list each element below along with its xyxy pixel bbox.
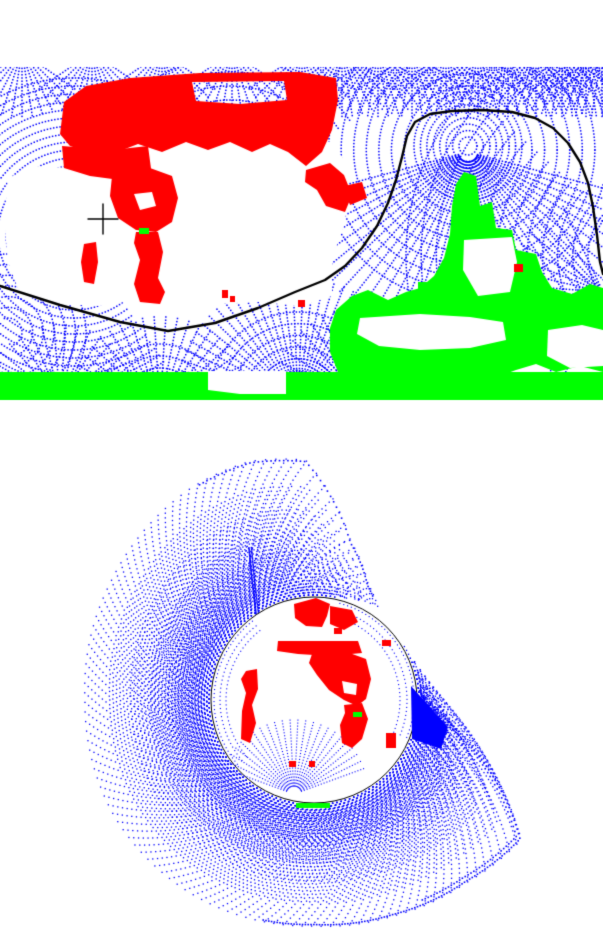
- figure: [0, 0, 603, 929]
- field-line-visualization-canvas: [0, 0, 603, 929]
